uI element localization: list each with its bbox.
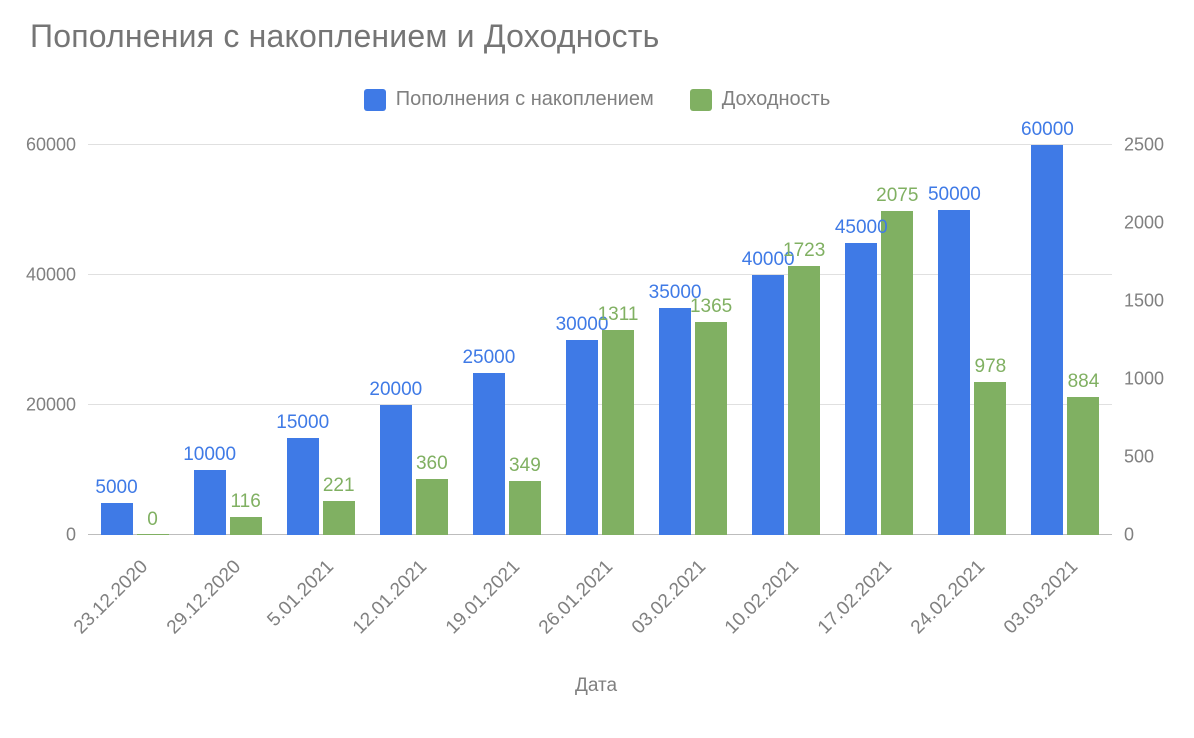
data-label-series1: 20000 bbox=[369, 379, 422, 401]
bar-series1 bbox=[287, 438, 319, 536]
bar-group: 15000221 bbox=[281, 145, 361, 535]
bar-group: 450002075 bbox=[839, 145, 919, 535]
data-label-series2: 116 bbox=[230, 491, 260, 513]
legend-label-series2: Доходность bbox=[722, 88, 831, 111]
data-label-series1: 60000 bbox=[1021, 119, 1074, 141]
bar-group: 350001365 bbox=[653, 145, 733, 535]
bar-series1 bbox=[938, 210, 970, 535]
bar-series1 bbox=[380, 405, 412, 535]
y-right-tick-label: 1500 bbox=[1124, 291, 1164, 312]
x-tick-label: 17.02.2021 bbox=[804, 556, 897, 649]
data-label-series1: 5000 bbox=[95, 477, 137, 499]
x-tick-label: 5.01.2021 bbox=[245, 556, 338, 649]
x-axis-title: Дата bbox=[575, 675, 617, 697]
bar-series2 bbox=[137, 534, 169, 535]
x-tick-label: 12.01.2021 bbox=[338, 556, 431, 649]
y-left-tick-label: 40000 bbox=[26, 265, 76, 286]
bar-series2 bbox=[416, 479, 448, 535]
bar-group: 400001723 bbox=[746, 145, 826, 535]
bar-series1 bbox=[1031, 145, 1063, 535]
data-label-series2: 0 bbox=[147, 509, 158, 531]
legend-item-series2: Доходность bbox=[690, 88, 831, 111]
bar-group: 10000116 bbox=[188, 145, 268, 535]
data-label-series1: 50000 bbox=[928, 184, 981, 206]
bar-group: 5000 0 bbox=[95, 145, 175, 535]
legend-swatch-series2 bbox=[690, 89, 712, 111]
bar-group: 300001311 bbox=[560, 145, 640, 535]
x-tick-label: 23.12.2020 bbox=[59, 556, 152, 649]
plot-area: 0200004000060000050010001500200025005000… bbox=[88, 145, 1112, 535]
y-left-tick-label: 60000 bbox=[26, 135, 76, 156]
bar-series1 bbox=[845, 243, 877, 536]
bar-series2 bbox=[1067, 397, 1099, 535]
x-tick-label: 03.02.2021 bbox=[618, 556, 711, 649]
x-tick-label: 26.01.2021 bbox=[524, 556, 617, 649]
x-tick-label: 19.01.2021 bbox=[431, 556, 524, 649]
data-label-series2: 1365 bbox=[690, 296, 732, 318]
bar-group: 20000360 bbox=[374, 145, 454, 535]
bar-series2 bbox=[974, 382, 1006, 535]
bar-series2 bbox=[509, 481, 541, 535]
chart-container: Пополнения с накоплением и Доходность По… bbox=[0, 0, 1194, 738]
x-tick-label: 10.02.2021 bbox=[711, 556, 804, 649]
y-right-tick-label: 0 bbox=[1124, 525, 1134, 546]
bar-series2 bbox=[881, 211, 913, 535]
data-label-series2: 2075 bbox=[876, 185, 918, 207]
data-label-series2: 360 bbox=[416, 453, 448, 475]
data-label-series2: 884 bbox=[1068, 371, 1100, 393]
data-label-series1: 10000 bbox=[183, 444, 236, 466]
bar-series2 bbox=[323, 501, 355, 535]
data-label-series2: 1311 bbox=[598, 304, 639, 326]
data-label-series2: 978 bbox=[975, 356, 1007, 378]
bar-group: 50000978 bbox=[932, 145, 1012, 535]
bar-series1 bbox=[473, 373, 505, 536]
bar-series1 bbox=[752, 275, 784, 535]
y-right-tick-label: 500 bbox=[1124, 447, 1154, 468]
bar-series1 bbox=[194, 470, 226, 535]
data-label-series2: 349 bbox=[509, 455, 541, 477]
x-tick-label: 24.02.2021 bbox=[897, 556, 990, 649]
bar-series1 bbox=[566, 340, 598, 535]
y-left-tick-label: 0 bbox=[66, 525, 76, 546]
bar-group: 60000884 bbox=[1025, 145, 1105, 535]
data-label-series1: 15000 bbox=[276, 412, 329, 434]
x-tick-label: 03.03.2021 bbox=[990, 556, 1083, 649]
legend: Пополнения с накоплением Доходность bbox=[0, 88, 1194, 111]
bar-series2 bbox=[695, 322, 727, 535]
data-label-series1: 25000 bbox=[462, 347, 515, 369]
bar-group: 25000349 bbox=[467, 145, 547, 535]
y-right-tick-label: 1000 bbox=[1124, 369, 1164, 390]
bar-series2 bbox=[602, 330, 634, 535]
bar-series2 bbox=[230, 517, 262, 535]
x-tick-label: 29.12.2020 bbox=[152, 556, 245, 649]
data-label-series1: 45000 bbox=[835, 217, 888, 239]
y-right-tick-label: 2000 bbox=[1124, 213, 1164, 234]
legend-swatch-series1 bbox=[364, 89, 386, 111]
y-left-tick-label: 20000 bbox=[26, 395, 76, 416]
chart-title: Пополнения с накоплением и Доходность bbox=[30, 18, 660, 55]
bar-series1 bbox=[659, 308, 691, 536]
bar-series1 bbox=[101, 503, 133, 536]
legend-label-series1: Пополнения с накоплением bbox=[396, 88, 654, 111]
legend-item-series1: Пополнения с накоплением bbox=[364, 88, 654, 111]
bar-series2 bbox=[788, 266, 820, 535]
data-label-series2: 1723 bbox=[783, 240, 825, 262]
y-right-tick-label: 2500 bbox=[1124, 135, 1164, 156]
data-label-series2: 221 bbox=[323, 475, 355, 497]
